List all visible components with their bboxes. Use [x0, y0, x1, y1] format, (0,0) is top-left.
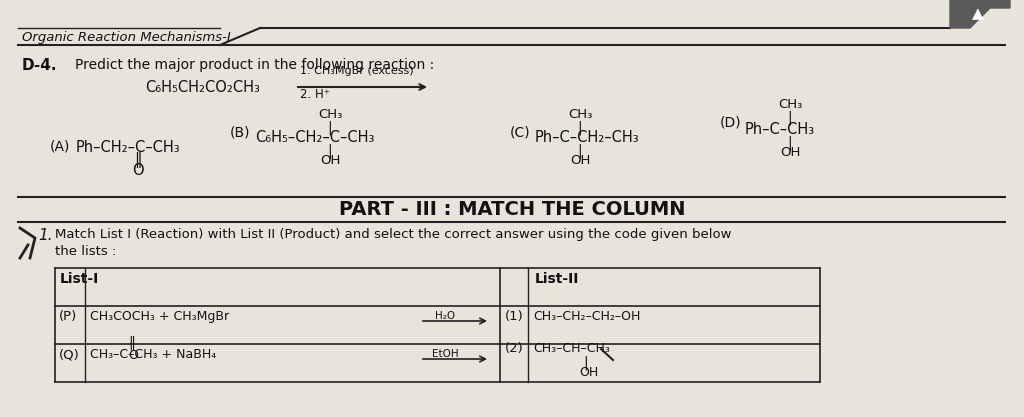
Text: Predict the major product in the following reaction :: Predict the major product in the followi… [75, 58, 434, 72]
Polygon shape [950, 0, 1010, 28]
Text: ‖: ‖ [134, 152, 141, 168]
Text: C₆H₅CH₂CO₂CH₃: C₆H₅CH₂CO₂CH₃ [145, 80, 260, 95]
Text: Organic Reaction Mechanisms-I: Organic Reaction Mechanisms-I [22, 30, 230, 43]
Text: Ph–C–CH₃: Ph–C–CH₃ [745, 122, 815, 137]
Text: (B): (B) [230, 125, 251, 139]
Text: (A): (A) [50, 140, 71, 154]
Text: |: | [787, 135, 793, 150]
Text: (2): (2) [505, 342, 523, 355]
Text: |: | [328, 143, 333, 158]
Text: List-I: List-I [60, 272, 99, 286]
Text: OH: OH [780, 146, 800, 159]
Text: (C): (C) [510, 125, 530, 139]
Text: |: | [328, 120, 333, 135]
Text: CH₃–C–CH₃ + NaBH₄: CH₃–C–CH₃ + NaBH₄ [90, 348, 216, 361]
Text: List-II: List-II [535, 272, 580, 286]
Text: OH: OH [319, 154, 340, 167]
Text: (D): (D) [720, 115, 741, 129]
Text: 1. CH₃MgBr (excess): 1. CH₃MgBr (excess) [300, 66, 414, 76]
Text: 2. H⁺: 2. H⁺ [300, 88, 330, 101]
Text: EtOH: EtOH [432, 349, 459, 359]
Text: OH: OH [569, 154, 590, 167]
Text: CH₃–CH₂–CH₂–OH: CH₃–CH₂–CH₂–OH [534, 310, 640, 323]
Text: (1): (1) [505, 310, 523, 323]
Text: |: | [583, 356, 588, 370]
Text: C₆H₅–CH₂–C–CH₃: C₆H₅–CH₂–C–CH₃ [255, 130, 375, 145]
Text: CH₃–CH–CH₃: CH₃–CH–CH₃ [534, 342, 610, 355]
Text: the lists :: the lists : [55, 245, 117, 258]
Text: Ph–CH₂–C–CH₃: Ph–CH₂–C–CH₃ [76, 140, 180, 155]
Text: CH₃: CH₃ [778, 98, 802, 111]
Text: O: O [132, 163, 143, 178]
Text: |: | [578, 120, 583, 135]
Text: O: O [128, 349, 138, 362]
Text: ‖: ‖ [128, 336, 135, 351]
Text: (Q): (Q) [59, 348, 80, 361]
Text: H₂O: H₂O [435, 311, 455, 321]
Text: 1.: 1. [38, 228, 52, 243]
Text: OH: OH [579, 366, 598, 379]
Text: D-4.: D-4. [22, 58, 57, 73]
Text: |: | [787, 110, 793, 125]
Text: PART - III : MATCH THE COLUMN: PART - III : MATCH THE COLUMN [339, 200, 685, 219]
Text: CH₃: CH₃ [317, 108, 342, 121]
Text: |: | [578, 143, 583, 158]
Text: CH₃COCH₃ + CH₃MgBr: CH₃COCH₃ + CH₃MgBr [90, 310, 229, 323]
Text: Match List I (Reaction) with List II (Product) and select the correct answer usi: Match List I (Reaction) with List II (Pr… [55, 228, 731, 241]
Text: (P): (P) [59, 310, 77, 323]
Text: ▲: ▲ [972, 7, 984, 22]
Text: Ph–C–CH₂–CH₃: Ph–C–CH₂–CH₃ [535, 130, 640, 145]
Text: CH₃: CH₃ [568, 108, 592, 121]
